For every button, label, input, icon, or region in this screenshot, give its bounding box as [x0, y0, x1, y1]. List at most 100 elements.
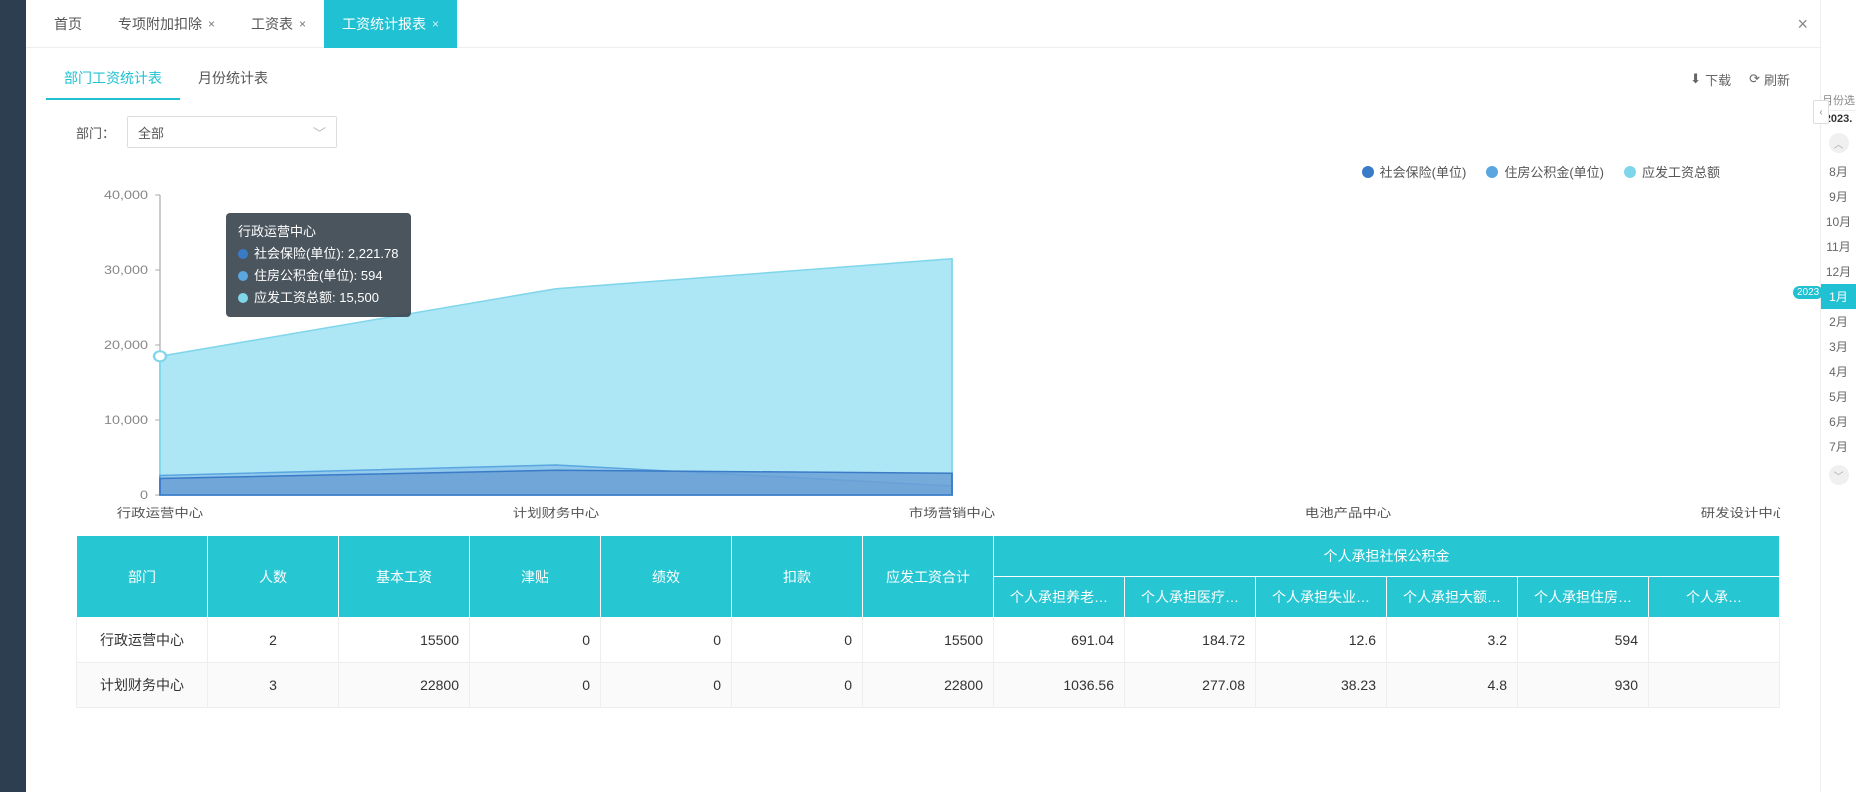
table-cell: 计划财务中心 [77, 663, 208, 708]
table-header: 绩效 [601, 536, 732, 618]
month-item[interactable]: 6月 [1821, 409, 1856, 434]
month-item[interactable]: 12月 [1821, 259, 1856, 284]
page-tab[interactable]: 首页 [36, 0, 100, 48]
table-cell [1649, 618, 1780, 663]
area-chart[interactable]: 0 10,000 20,000 30,000 40,000 行政运营中心 计划财务中心 市场营… [76, 185, 1780, 525]
refresh-button[interactable]: ⟳ 刷新 [1749, 70, 1790, 89]
table-cell: 22800 [339, 663, 470, 708]
table-section: 部门人数基本工资津贴绩效扣款应发工资合计个人承担社保公积金个人承担养老…个人承担… [26, 535, 1820, 708]
table-cell: 12.6 [1256, 618, 1387, 663]
legend-label: 社会保险(单位) [1380, 162, 1467, 181]
sub-tabs: 部门工资统计表月份统计表 ⬇ 下载 ⟳ 刷新 [26, 48, 1820, 100]
table-cell: 0 [732, 663, 863, 708]
salary-table: 部门人数基本工资津贴绩效扣款应发工资合计个人承担社保公积金个人承担养老…个人承担… [76, 535, 1780, 708]
table-row[interactable]: 行政运营中心21550000015500691.04184.7212.63.25… [77, 618, 1780, 663]
page-tab[interactable]: 工资统计报表× [324, 0, 457, 48]
table-header: 个人承担大额… [1387, 577, 1518, 618]
main-panel: 首页专项附加扣除×工资表×工资统计报表×× 部门工资统计表月份统计表 ⬇ 下载 … [26, 0, 1820, 792]
table-header: 个人承担医疗… [1125, 577, 1256, 618]
legend-item[interactable]: 社会保险(单位) [1362, 162, 1467, 181]
legend-label: 应发工资总额 [1642, 162, 1720, 181]
tab-close-icon[interactable]: × [299, 0, 306, 48]
legend-item[interactable]: 住房公积金(单位) [1486, 162, 1604, 181]
table-cell: 15500 [339, 618, 470, 663]
filter-row: 部门： 全部 ﹀ [26, 100, 1820, 156]
table-header: 个人承担失业… [1256, 577, 1387, 618]
svg-text:10,000: 10,000 [104, 413, 148, 427]
svg-text:电池产品中心: 电池产品中心 [1305, 506, 1391, 520]
table-header-group: 个人承担社保公积金 [994, 536, 1780, 577]
month-item[interactable]: 1月2023 [1821, 284, 1856, 309]
month-list: 8月9月10月11月12月1月20232月3月4月5月6月7月 [1821, 159, 1856, 459]
sub-tab[interactable]: 部门工资统计表 [46, 58, 180, 100]
download-button[interactable]: ⬇ 下载 [1690, 70, 1731, 89]
table-cell: 1036.56 [994, 663, 1125, 708]
table-cell: 277.08 [1125, 663, 1256, 708]
table-row[interactable]: 计划财务中心322800000228001036.56277.0838.234.… [77, 663, 1780, 708]
svg-text:20,000: 20,000 [104, 338, 148, 352]
table-cell: 0 [470, 663, 601, 708]
svg-text:40,000: 40,000 [104, 188, 148, 202]
month-next-icon[interactable]: ﹀ [1829, 465, 1849, 485]
table-header: 基本工资 [339, 536, 470, 618]
dept-filter-label: 部门： [76, 123, 115, 142]
table-cell: 594 [1518, 618, 1649, 663]
table-cell: 3 [208, 663, 339, 708]
tab-close-icon[interactable]: × [208, 0, 215, 48]
table-cell: 0 [470, 618, 601, 663]
page-tab[interactable]: 专项附加扣除× [100, 0, 233, 48]
svg-text:0: 0 [140, 488, 148, 502]
svg-text:行政运营中心: 行政运营中心 [117, 506, 203, 520]
table-header: 津贴 [470, 536, 601, 618]
table-cell: 930 [1518, 663, 1649, 708]
page-tab[interactable]: 工资表× [233, 0, 324, 48]
month-item[interactable]: 10月 [1821, 209, 1856, 234]
table-cell: 行政运营中心 [77, 618, 208, 663]
table-header: 人数 [208, 536, 339, 618]
table-cell: 38.23 [1256, 663, 1387, 708]
month-item[interactable]: 8月 [1821, 159, 1856, 184]
month-panel: ‹ 月份选 2023. ︿ 8月9月10月11月12月1月20232月3月4月5… [1820, 0, 1856, 792]
tab-close-icon[interactable]: × [432, 0, 439, 48]
svg-text:30,000: 30,000 [104, 263, 148, 277]
table-cell: 2 [208, 618, 339, 663]
toolbar-actions: ⬇ 下载 ⟳ 刷新 [1690, 70, 1790, 89]
svg-text:计划财务中心: 计划财务中心 [513, 506, 599, 520]
dept-select[interactable]: 全部 ﹀ [127, 116, 337, 148]
table-cell: 0 [732, 618, 863, 663]
month-item[interactable]: 4月 [1821, 359, 1856, 384]
page-tabs: 首页专项附加扣除×工资表×工资统计报表×× [26, 0, 1820, 48]
table-header: 个人承担养老… [994, 577, 1125, 618]
dept-select-value: 全部 [138, 123, 164, 142]
table-cell: 0 [601, 618, 732, 663]
month-item[interactable]: 3月 [1821, 334, 1856, 359]
month-item[interactable]: 2月 [1821, 309, 1856, 334]
table-header: 应发工资合计 [863, 536, 994, 618]
table-header: 扣款 [732, 536, 863, 618]
left-nav-rail [0, 0, 26, 792]
table-cell: 15500 [863, 618, 994, 663]
close-all-icon[interactable]: × [1797, 14, 1808, 35]
legend-item[interactable]: 应发工资总额 [1624, 162, 1720, 181]
chart-legend: 社会保险(单位) 住房公积金(单位) 应发工资总额 [76, 156, 1780, 185]
table-cell: 22800 [863, 663, 994, 708]
table-cell [1649, 663, 1780, 708]
table-cell: 691.04 [994, 618, 1125, 663]
collapse-handle[interactable]: ‹ [1813, 100, 1829, 124]
legend-dot-icon [1362, 166, 1374, 178]
table-cell: 3.2 [1387, 618, 1518, 663]
month-prev-icon[interactable]: ︿ [1829, 133, 1849, 153]
table-cell: 184.72 [1125, 618, 1256, 663]
sub-tab[interactable]: 月份统计表 [180, 58, 286, 100]
table-cell: 4.8 [1387, 663, 1518, 708]
month-item[interactable]: 7月 [1821, 434, 1856, 459]
svg-text:研发设计中心: 研发设计中心 [1701, 506, 1780, 520]
svg-text:市场营销中心: 市场营销中心 [909, 505, 995, 519]
legend-dot-icon [1624, 166, 1636, 178]
month-item[interactable]: 11月 [1821, 234, 1856, 259]
month-item[interactable]: 9月 [1821, 184, 1856, 209]
legend-label: 住房公积金(单位) [1504, 162, 1604, 181]
app-root: 首页专项附加扣除×工资表×工资统计报表×× 部门工资统计表月份统计表 ⬇ 下载 … [0, 0, 1856, 792]
legend-dot-icon [1486, 166, 1498, 178]
month-item[interactable]: 5月 [1821, 384, 1856, 409]
